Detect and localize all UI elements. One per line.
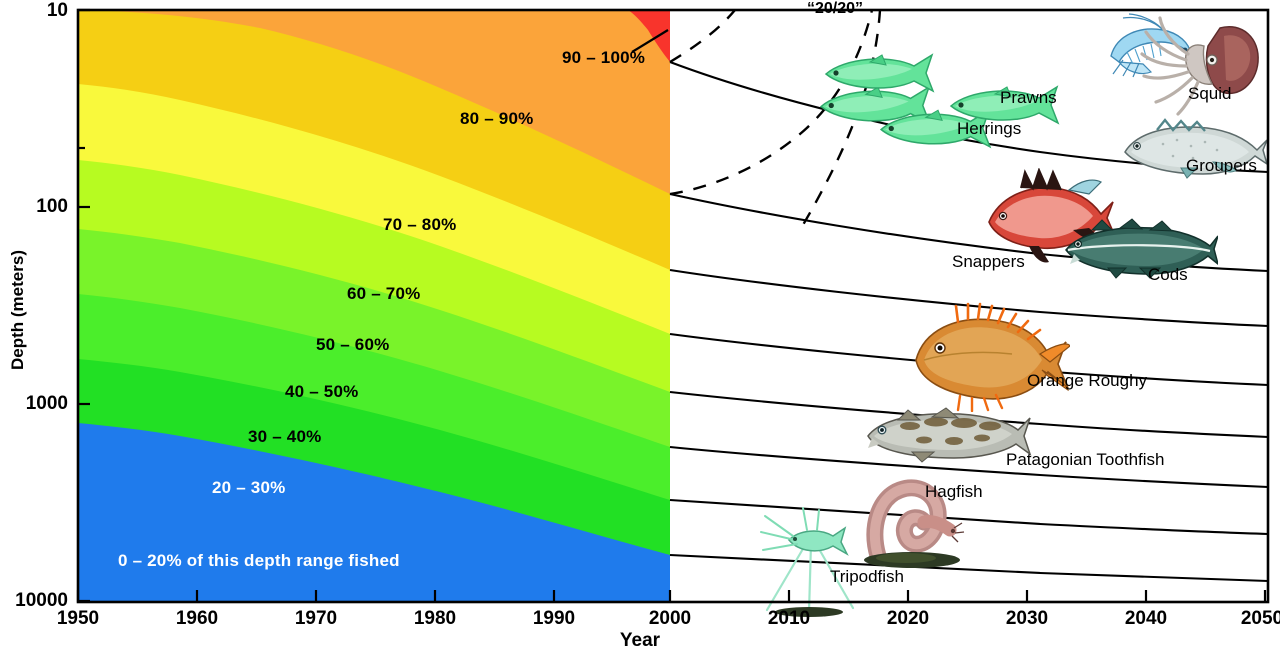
band-label-30-40: 30 – 40% <box>248 427 322 446</box>
band-label-90-100: 90 – 100% <box>562 48 646 67</box>
species-label-hagfish: Hagfish <box>925 482 983 501</box>
species-label-snappers: Snappers <box>952 252 1025 271</box>
y-tick-100: 100 <box>36 196 68 217</box>
band-label-40-50: 40 – 50% <box>285 382 359 401</box>
dashed-curve-lower <box>669 10 874 196</box>
y-tick-1000: 1000 <box>25 393 68 414</box>
species-label-groupers: Groupers <box>1186 156 1257 175</box>
species-label-patagonian-toothfish: Patagonian Toothfish <box>1006 450 1165 469</box>
species-label-herrings: Herrings <box>957 119 1022 138</box>
x-tick-1980: 1980 <box>413 608 457 629</box>
x-tick-1970: 1970 <box>294 608 338 629</box>
contour-bands <box>78 10 670 602</box>
band-label-80-90: 80 – 90% <box>460 109 534 128</box>
band-label-50-60: 50 – 60% <box>316 335 390 354</box>
contour-40 <box>669 445 1268 489</box>
x-tick-2020: 2020 <box>886 608 930 629</box>
species-label-prawns: Prawns <box>1000 88 1057 107</box>
y-axis-ticks <box>78 8 90 603</box>
species-label-squid: Squid <box>1188 84 1232 103</box>
band-label-20-30: 20 – 30% <box>212 478 286 497</box>
x-tick-2010: 2010 <box>767 608 811 629</box>
x-axis-ticks <box>76 590 1267 602</box>
band-label-60-70: 60 – 70% <box>347 284 421 303</box>
y-axis-title: Depth (meters) <box>8 250 27 370</box>
band-label-0-20: 0 – 20% of this depth range fished <box>118 551 400 570</box>
x-tick-2030: 2030 <box>1005 608 1049 629</box>
band-80-90 <box>78 10 670 194</box>
twenty-twenty-annotation: “20/20” <box>807 0 864 17</box>
contour-20 <box>669 553 1268 583</box>
species-label-cods: Cods <box>1148 265 1188 284</box>
species-label-orange-roughy: Orange Roughy <box>1027 371 1148 390</box>
contour-80 <box>669 192 1268 273</box>
x-tick-1990: 1990 <box>532 608 576 629</box>
plot-frame <box>76 8 1270 604</box>
y-tick-10000: 10000 <box>15 590 68 611</box>
dashed-curve-upper <box>669 10 736 64</box>
band-label-70-80: 70 – 80% <box>383 215 457 234</box>
y-axis-tick-labels: 10 100 1000 10000 <box>0 0 68 654</box>
contour-70 <box>669 268 1268 328</box>
y-tick-10: 10 <box>46 0 68 21</box>
x-tick-2000: 2000 <box>648 608 692 629</box>
leader-line-90-100 <box>631 29 669 53</box>
x-tick-2050: 2050 <box>1240 608 1280 629</box>
x-tick-1960: 1960 <box>175 608 219 629</box>
x-tick-1950: 1950 <box>56 608 100 629</box>
contour-50 <box>669 390 1268 439</box>
x-tick-2040: 2040 <box>1124 608 1168 629</box>
contour-30 <box>669 498 1268 536</box>
species-label-tripodfish: Tripodfish <box>830 567 905 586</box>
band-90-100 <box>628 10 670 62</box>
x-axis-title: Year <box>619 630 661 651</box>
